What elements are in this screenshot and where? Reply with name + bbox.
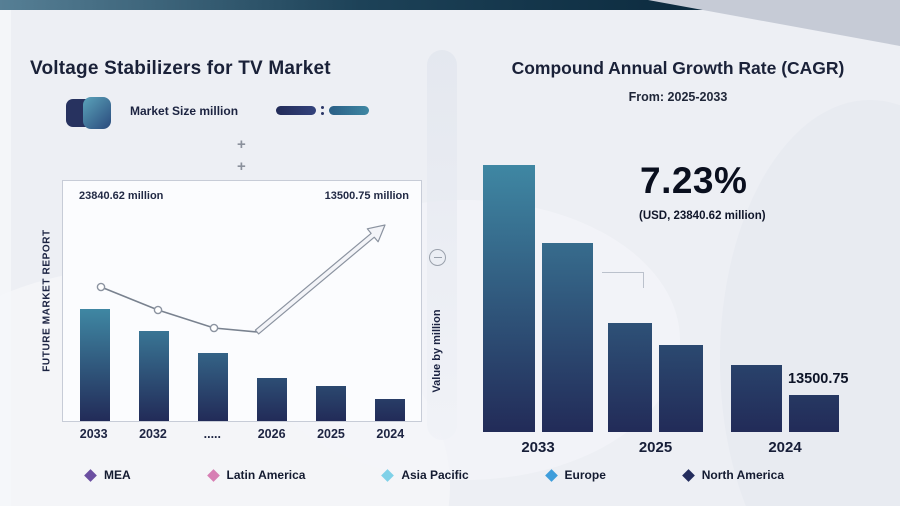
minus-line — [433, 257, 442, 258]
legend-label: MEA — [104, 468, 131, 482]
cagr-title: Compound Annual Growth Rate (CAGR) — [511, 58, 845, 78]
legend-diamond-icon — [84, 468, 97, 482]
market-x-label: 2025 — [317, 427, 345, 441]
market-bar-slot — [360, 399, 419, 421]
market-end-value: 13500.75 million — [324, 190, 409, 202]
cagr-group-2024: 2024 — [731, 365, 839, 456]
market-bar-2024 — [374, 399, 405, 421]
left-edge-band — [0, 10, 11, 506]
legend-item-asia-pacific: Asia Pacific — [381, 468, 469, 482]
market-bar-2032 — [138, 331, 169, 421]
legend-label: Europe — [564, 468, 606, 482]
region-legend: MEA Latin America Asia Pacific Europe North … — [84, 468, 784, 482]
bracket-decoration — [602, 272, 644, 288]
trend-marker — [96, 282, 106, 292]
legend-diamond-icon — [681, 468, 695, 482]
plus-decoration: + — [237, 158, 246, 175]
market-bar-slot — [124, 331, 183, 421]
cagr-subtitle: From: 2025-2033 — [628, 90, 728, 104]
left-chart-title: Voltage Stabilizers for TV Market — [30, 58, 331, 79]
pill-segment-teal — [329, 106, 369, 115]
trend-marker — [153, 305, 163, 315]
cagr-bar-2024-2 — [788, 395, 839, 432]
divider-band — [427, 50, 457, 440]
cagr-detail: (USD, 23840.62 million) — [639, 210, 766, 222]
legend-label: Latin America — [226, 468, 306, 482]
trend-marker — [209, 323, 219, 333]
plus-decoration: + — [237, 136, 246, 153]
legend-diamond-icon — [381, 468, 395, 482]
pill-segment-dark — [276, 106, 316, 115]
market-x-label: 2024 — [376, 427, 405, 441]
legend-item-north-america: North America — [681, 468, 784, 482]
cagr-group-2025: 2025 — [608, 323, 703, 456]
growth-arrow-icon — [254, 224, 386, 335]
cagr-bar-2033-2 — [541, 243, 593, 432]
market-bar-2025 — [315, 386, 346, 421]
market-bar-2026 — [256, 378, 287, 421]
cagr-bar-2024-1 — [731, 365, 782, 432]
cagr-x-label: 2025 — [638, 439, 673, 456]
market-y-axis-label: FUTURE MARKET REPORT — [41, 229, 53, 372]
legend-pill-decoration — [276, 106, 369, 115]
trend-line-and-arrow — [96, 224, 386, 335]
market-bar-slot — [65, 309, 124, 421]
market-size-icon — [66, 96, 116, 130]
market-bar-slot — [183, 353, 242, 421]
market-x-label: 2026 — [257, 427, 286, 441]
cagr-annotation: 13500.75 — [788, 371, 849, 387]
pill-separator-dots — [321, 106, 324, 115]
legend-item-europe: Europe — [544, 468, 606, 482]
legend-item-mea: MEA — [84, 468, 131, 482]
legend-diamond-icon — [544, 468, 558, 482]
market-chart-panel: 23840.62 million 13500.75 million — [62, 180, 422, 422]
market-x-label: 2032 — [139, 427, 167, 441]
cagr-groups: 2033 2025 2024 — [483, 165, 839, 456]
cagr-bar-2025-1 — [608, 323, 652, 432]
cagr-value: 7.23% — [640, 160, 748, 201]
market-bars — [65, 189, 419, 421]
cagr-group-2033: 2033 — [483, 165, 593, 456]
cagr-bar-pair — [731, 365, 839, 432]
market-x-label: 2033 — [79, 427, 108, 441]
legend-diamond-icon — [206, 468, 220, 482]
circle-minus-icon — [429, 249, 446, 266]
cagr-bar-2033-1 — [483, 165, 535, 432]
cagr-bar-2025-2 — [659, 345, 703, 432]
market-size-icon-front — [83, 97, 111, 129]
top-accent-bar — [0, 0, 900, 10]
market-x-labels: 2033 2032..... 2026 2025 2024 — [64, 427, 420, 441]
market-bar-slot — [242, 378, 301, 421]
legend-label: Asia Pacific — [401, 468, 469, 482]
cagr-y-axis-label: Value by million — [431, 309, 443, 393]
cagr-bar-pair — [483, 165, 593, 432]
legend-item-latin-america: Latin America — [206, 468, 306, 482]
market-start-value: 23840.62 million — [79, 190, 164, 202]
legend-label: North America — [701, 468, 784, 482]
market-bar-2033 — [79, 309, 110, 421]
trend-line — [100, 286, 258, 333]
market-bar-slot — [301, 386, 360, 421]
cagr-bar-pair — [608, 323, 703, 432]
market-x-label: ..... — [203, 427, 221, 441]
market-bar-..... — [197, 353, 228, 421]
market-size-legend-label: Market Size million — [130, 104, 239, 118]
cagr-x-label: 2024 — [768, 439, 802, 456]
cagr-x-label: 2033 — [521, 439, 555, 456]
